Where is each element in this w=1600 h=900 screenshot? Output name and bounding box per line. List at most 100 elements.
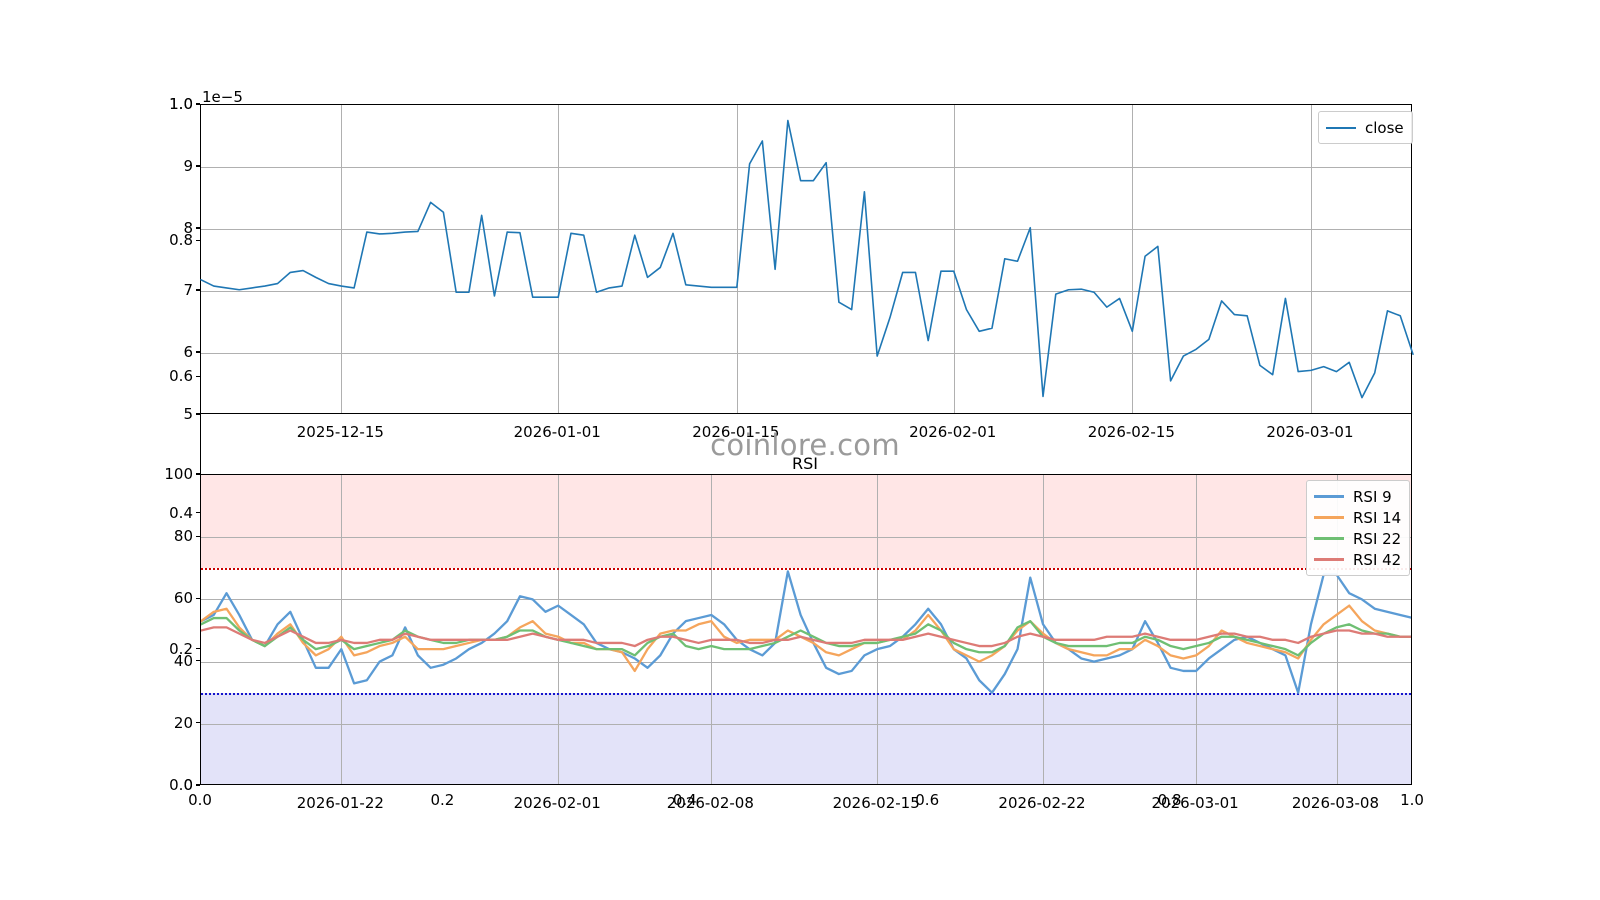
rsi-overbought-threshold-line — [201, 568, 1411, 571]
background-axes-ytick: 0.0 — [169, 776, 193, 794]
rsi-chart-axes — [200, 474, 1412, 785]
rsi-gridline-v — [711, 475, 713, 784]
rsi-gridline-v — [1043, 475, 1044, 784]
rsi-gridline-v — [341, 475, 343, 784]
price-xtick: 2026-01-15 — [692, 423, 780, 441]
rsi-legend-item[interactable]: RSI 42 — [1314, 549, 1401, 570]
background-axes-ytick-mark — [196, 375, 200, 378]
price-ytick-mark — [196, 227, 200, 229]
price-xtick: 2026-03-01 — [1266, 423, 1354, 441]
legend-item-label: close — [1365, 118, 1404, 137]
rsi-gridline-h — [201, 723, 1411, 725]
price-gridline-h — [201, 353, 1411, 354]
legend-line-swatch — [1314, 516, 1344, 519]
rsi-gridline-h — [201, 537, 1411, 539]
price-ytick-mark — [196, 289, 200, 291]
background-axes-xtick: 0.8 — [1157, 791, 1182, 809]
price-line-plot — [200, 119, 1414, 399]
price-ytick: 9 — [183, 157, 193, 175]
price-ytick: 7 — [183, 281, 193, 299]
price-ytick: 6 — [183, 343, 193, 361]
background-axes-ytick: 1.0 — [169, 95, 193, 113]
rsi-ytick: 60 — [173, 589, 193, 608]
price-gridline-v — [1132, 105, 1134, 413]
price-ytick-mark — [196, 165, 200, 167]
background-axes-xtick: 0.2 — [430, 791, 455, 809]
background-axes-xtick: 0.6 — [915, 791, 940, 809]
rsi-ytick-mark — [196, 597, 200, 599]
rsi-chart-title: RSI — [792, 454, 818, 473]
rsi-gridline-v — [1196, 475, 1198, 784]
rsi-ytick-mark — [196, 722, 200, 724]
rsi-xtick: 2026-02-01 — [513, 794, 601, 812]
rsi-legend-item[interactable]: RSI 9 — [1314, 486, 1401, 507]
background-axes-ytick: 0.2 — [169, 639, 193, 658]
rsi-gridline-h — [201, 599, 1411, 601]
rsi-gridline-h — [201, 661, 1411, 663]
legend-line-swatch — [1314, 558, 1344, 561]
price-ytick-mark — [196, 351, 200, 353]
rsi-xtick: 2026-03-08 — [1291, 794, 1380, 812]
price-gridline-v — [558, 105, 560, 413]
rsi-xtick: 2026-01-22 — [296, 794, 384, 812]
price-xtick: 2025-12-15 — [296, 423, 384, 441]
price-xtick: 2026-02-15 — [1087, 423, 1175, 441]
price-legend[interactable]: close — [1318, 111, 1413, 144]
rsi-legend-item[interactable]: RSI 14 — [1314, 507, 1401, 528]
rsi-gridline-v — [877, 475, 879, 784]
legend-item-label: RSI 9 — [1353, 487, 1392, 506]
price-gridline-v — [736, 105, 738, 413]
rsi-ytick: 0 — [183, 776, 193, 794]
background-axes-ytick: 0.4 — [169, 503, 193, 522]
rsi-ytick: 100 — [164, 465, 193, 483]
rsi-ytick: 80 — [173, 527, 193, 546]
price-gridline-v — [341, 105, 343, 413]
background-axes-ytick-mark — [196, 239, 200, 241]
rsi-xtick: 2026-02-22 — [998, 794, 1086, 812]
legend-line-swatch — [1326, 126, 1356, 129]
rsi-xtick: 2026-02-08 — [666, 794, 754, 812]
background-axes-xtick: 0.4 — [672, 791, 697, 809]
price-ytick-mark — [196, 103, 200, 105]
price-ytick: 5 — [183, 405, 193, 423]
rsi-oversold-zone — [201, 692, 1411, 784]
legend-line-swatch — [1314, 495, 1344, 498]
price-legend-item[interactable]: close — [1326, 117, 1404, 138]
rsi-legend[interactable]: RSI 9 RSI 14 RSI 22 RSI 42 — [1306, 480, 1411, 576]
background-axes-ytick-mark — [196, 648, 200, 650]
price-gridline-v — [953, 105, 955, 413]
rsi-ytick-mark — [196, 535, 200, 537]
background-axes-ytick: 0.6 — [169, 367, 193, 386]
rsi-ytick-mark — [196, 784, 200, 786]
price-ytick: 8 — [183, 219, 193, 237]
price-gridline-h — [201, 167, 1411, 168]
price-ytick-mark — [196, 413, 200, 415]
watermark: coinlore.com — [710, 428, 900, 462]
rsi-xtick: 2026-03-01 — [1151, 794, 1239, 812]
legend-item-label: RSI 14 — [1353, 508, 1402, 527]
price-gridline-h — [201, 229, 1411, 230]
rsi-ytick: 20 — [173, 713, 193, 732]
rsi-ytick-mark — [196, 473, 200, 475]
price-xtick: 2026-01-01 — [513, 423, 601, 441]
rsi-line-plot — [201, 570, 1411, 694]
background-axes-xtick: 1.0 — [1400, 791, 1424, 809]
rsi-ytick: 40 — [173, 651, 193, 670]
rsi-overbought-zone — [201, 475, 1411, 569]
price-ytick: 1.0 — [169, 95, 193, 113]
legend-item-label: RSI 42 — [1353, 550, 1402, 569]
rsi-legend-item[interactable]: RSI 22 — [1314, 528, 1401, 549]
price-gridline-h — [201, 291, 1411, 292]
background-axes-ytick: 0.8 — [169, 231, 193, 250]
price-gridline-v — [1310, 105, 1312, 413]
background-axes-ytick-mark — [196, 512, 200, 514]
rsi-oversold-threshold-line — [201, 692, 1411, 695]
rsi-ytick-mark — [196, 660, 200, 662]
price-y-offset-text: 1e−5 — [202, 88, 243, 106]
price-xtick: 2026-02-01 — [909, 423, 997, 441]
rsi-xtick: 2026-02-15 — [832, 794, 920, 812]
background-axes-xtick: 0.0 — [188, 791, 212, 809]
legend-item-label: RSI 22 — [1353, 529, 1402, 548]
rsi-gridline-v — [558, 475, 560, 784]
